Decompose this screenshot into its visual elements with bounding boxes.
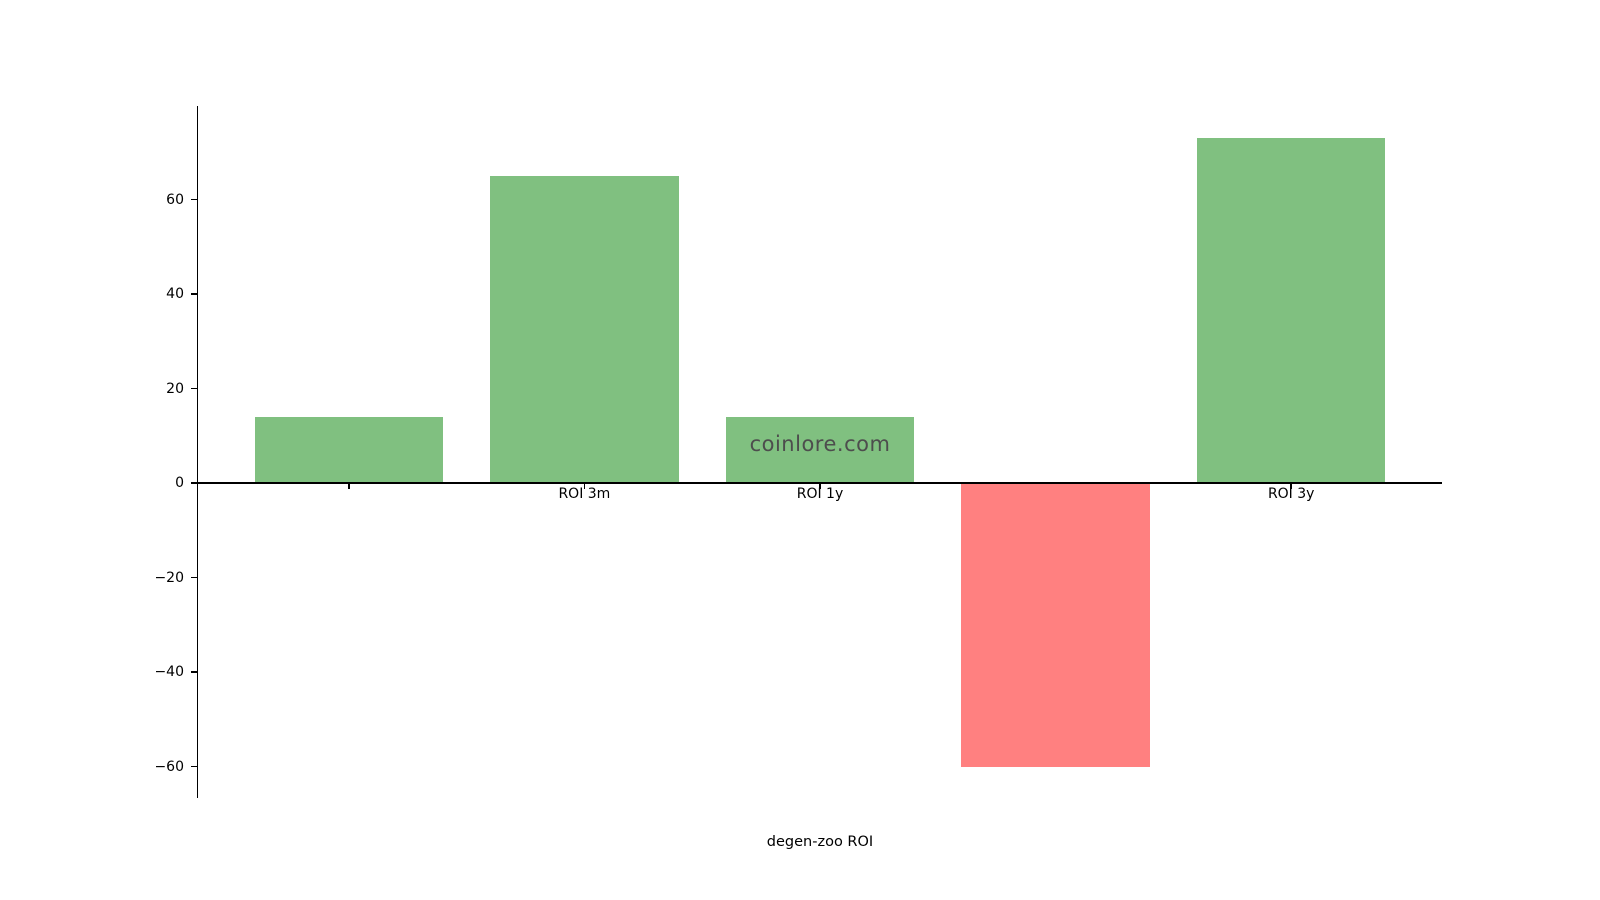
- x-tick: [348, 483, 350, 489]
- x-tick: [819, 483, 821, 489]
- bar: [1196, 138, 1386, 483]
- y-tick-label: 0: [175, 475, 184, 491]
- y-tick: [190, 765, 197, 768]
- bar: [490, 175, 679, 483]
- y-tick-label: −40: [154, 664, 184, 680]
- bar: [254, 416, 444, 483]
- y-tick-label: −60: [154, 758, 184, 775]
- y-tick-label: 60: [166, 191, 184, 208]
- y-tick-label: 20: [166, 380, 184, 397]
- watermark-text: coinlore.com: [749, 432, 891, 456]
- y-tick: [190, 671, 197, 673]
- y-tick-label: 40: [166, 286, 184, 302]
- y-tick: [190, 293, 197, 295]
- x-tick: [1290, 483, 1292, 489]
- y-tick: [190, 576, 197, 579]
- x-tick-label: ROI 3y: [1267, 486, 1315, 502]
- y-axis-spine: [196, 106, 198, 799]
- y-tick: [190, 482, 197, 484]
- bar: [725, 416, 915, 483]
- y-tick: [190, 198, 197, 201]
- x-axis-line: [198, 482, 1442, 484]
- y-tick-label: −20: [154, 569, 184, 586]
- y-tick: [190, 387, 197, 390]
- bar: [961, 483, 1150, 767]
- x-tick-label: ROI 3m: [558, 486, 611, 502]
- x-tick: [583, 483, 586, 489]
- x-tick-label: ROI 1y: [796, 486, 844, 502]
- x-axis-label: degen-zoo ROI: [766, 834, 874, 850]
